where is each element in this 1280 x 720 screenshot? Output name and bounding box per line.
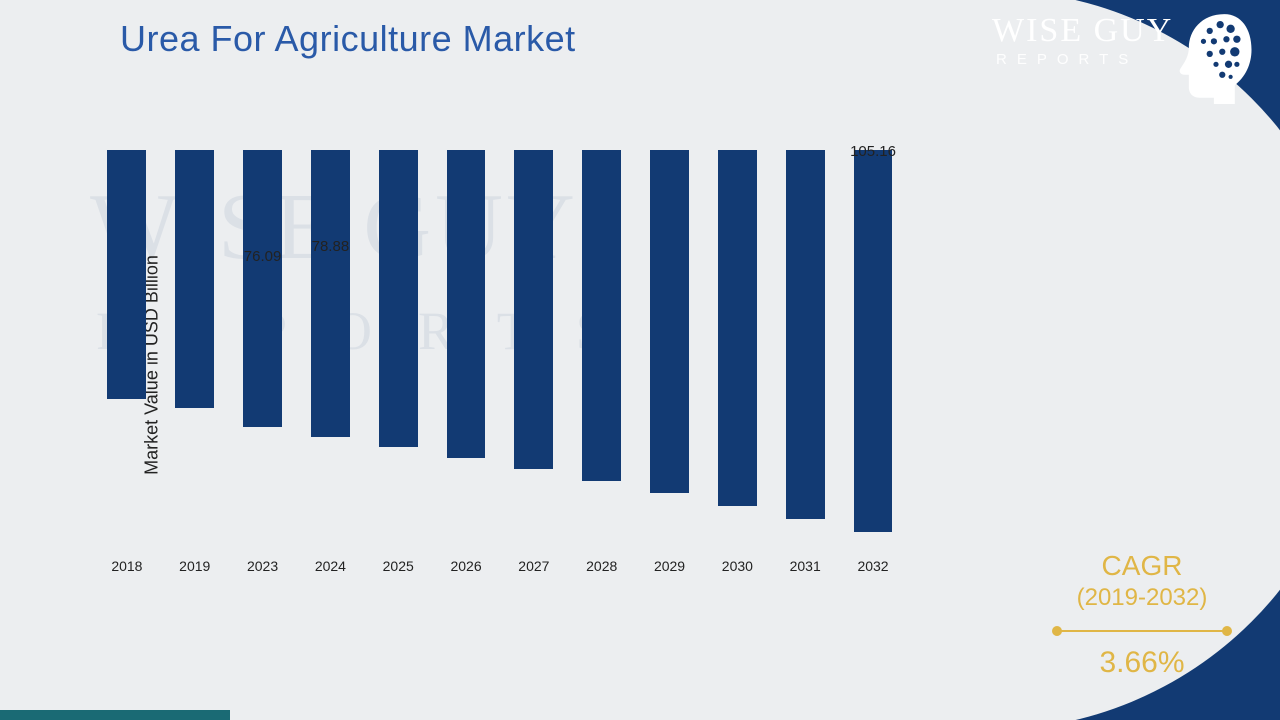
- bar-value-label: 105.16: [848, 143, 898, 160]
- cagr-title: CAGR: [1032, 550, 1252, 582]
- x-tick: 2024: [305, 550, 355, 580]
- x-tick: 2023: [238, 550, 288, 580]
- x-tick: 2032: [848, 550, 898, 580]
- x-tick: 2027: [509, 550, 559, 580]
- cagr-box: CAGR (2019-2032) 3.66%: [1032, 550, 1252, 680]
- x-tick: 2026: [441, 550, 491, 580]
- x-axis: 2018 2019 2023 2024 2025 2026 2027 2028 2029 2030…: [100, 550, 900, 580]
- bar-chart: Market Value in USD Billion 76.0978.8810…: [50, 150, 900, 580]
- x-tick: 2019: [170, 550, 220, 580]
- x-tick: 2025: [373, 550, 423, 580]
- cagr-divider: [1057, 630, 1227, 632]
- bar: [786, 150, 825, 519]
- bar-2025: [373, 150, 423, 550]
- page-root: Urea For Agriculture Market WISE GUY REP…: [0, 0, 1280, 720]
- bar: [582, 150, 621, 481]
- x-tick: 2029: [645, 550, 695, 580]
- bar: [379, 150, 418, 447]
- x-tick: 2030: [712, 550, 762, 580]
- bar-2031: [780, 150, 830, 550]
- bar: [243, 150, 282, 427]
- bars-container: 76.09 78.88 105.16: [100, 150, 900, 550]
- bar: [175, 150, 214, 408]
- bar-2024: 78.88: [305, 150, 355, 550]
- bar-value-label: 76.09: [238, 248, 288, 265]
- bar-2028: [577, 150, 627, 550]
- brain-head-icon: [1174, 10, 1258, 104]
- bar-2026: [441, 150, 491, 550]
- bar-2029: [645, 150, 695, 550]
- cagr-value: 3.66%: [1032, 646, 1252, 680]
- bottom-accent-bar: [0, 710, 230, 720]
- bar-2030: [712, 150, 762, 550]
- bar-2023: 76.09: [238, 150, 288, 550]
- x-tick: 2028: [577, 550, 627, 580]
- bar: [107, 150, 146, 399]
- bar-value-label: 78.88: [305, 238, 355, 255]
- bar-2032: 105.16: [848, 150, 898, 550]
- bar: [854, 150, 893, 532]
- bar: [650, 150, 689, 493]
- bar: [718, 150, 757, 506]
- chart-title: Urea For Agriculture Market: [120, 18, 576, 60]
- plot-area: 76.09 78.88 105.16: [100, 150, 900, 550]
- bar: [447, 150, 486, 458]
- bar-2027: [509, 150, 559, 550]
- x-tick: 2031: [780, 550, 830, 580]
- bar-2018: [102, 150, 152, 550]
- brand-logo: WISE GUY REPORTS: [992, 14, 1252, 104]
- cagr-range: (2019-2032): [1032, 584, 1252, 612]
- bar-2019: [170, 150, 220, 550]
- x-tick: 2018: [102, 550, 152, 580]
- bar: [311, 150, 350, 437]
- bar: [514, 150, 553, 469]
